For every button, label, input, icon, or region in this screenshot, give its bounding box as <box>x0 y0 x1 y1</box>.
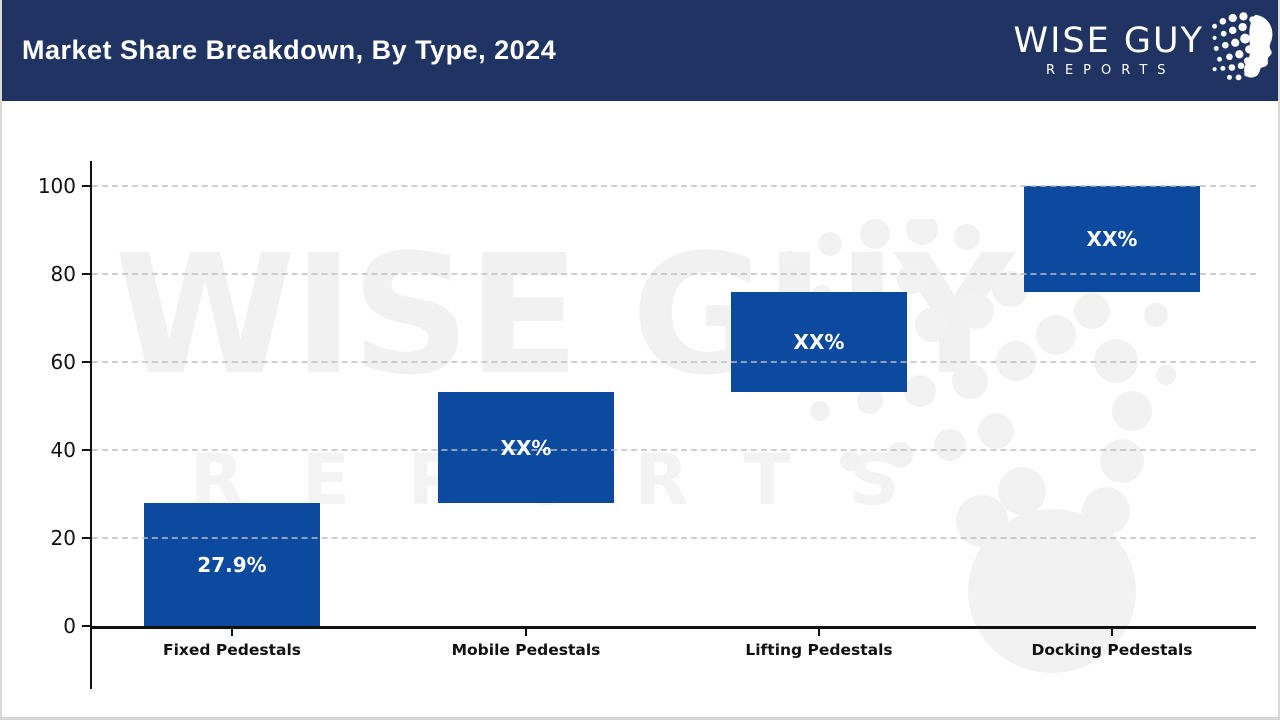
y-tick-label-40: 40 <box>50 438 76 462</box>
x-tick-2 <box>818 629 820 636</box>
wise-guy-logo: WISE GUY REPORTS <box>1013 11 1274 91</box>
y-tick-20 <box>82 537 91 539</box>
y-tick-40 <box>82 449 91 451</box>
gridline-80 <box>92 273 1256 275</box>
y-axis-line <box>90 161 92 689</box>
x-axis-line <box>90 626 1256 629</box>
category-label-3: Docking Pedestals <box>1031 641 1193 659</box>
logo-wordmark: WISE GUY <box>1013 20 1204 61</box>
category-label-2: Lifting Pedestals <box>745 641 893 659</box>
report-title: Market Share Breakdown, By Type, 2024 <box>22 35 557 65</box>
bar-fixed-pedestals <box>144 503 320 626</box>
logo-subtitle: REPORTS <box>1045 62 1176 78</box>
bar-value-label: XX% <box>1086 227 1138 252</box>
y-tick-label-0: 0 <box>63 614 76 638</box>
y-tick-label-80: 80 <box>50 262 76 286</box>
bar-mobile-pedestals <box>438 391 614 504</box>
gridline-100 <box>92 185 1256 187</box>
gridline-60 <box>92 361 1256 363</box>
y-tick-60 <box>82 361 91 363</box>
y-tick-label-100: 100 <box>37 174 76 198</box>
gridline-20 <box>92 537 1256 539</box>
bar-value-label: XX% <box>793 329 845 354</box>
y-tick-0 <box>82 625 91 627</box>
y-tick-80 <box>82 273 91 275</box>
x-tick-0 <box>231 629 233 636</box>
x-tick-1 <box>525 629 527 636</box>
logo-text: WISE GUY REPORTS <box>1013 20 1204 78</box>
gridline-40 <box>92 449 1256 451</box>
header: Market Share Breakdown, By Type, 2024 WI… <box>2 0 1278 101</box>
y-tick-label-20: 20 <box>50 526 76 550</box>
logo-head-icon <box>1212 11 1273 80</box>
bar-lifting-pedestals <box>731 292 907 392</box>
bar-value-label: 27.9% <box>197 552 267 577</box>
y-tick-100 <box>82 185 91 187</box>
category-label-0: Fixed Pedestals <box>162 641 302 659</box>
x-tick-3 <box>1111 629 1113 636</box>
category-label-1: Mobile Pedestals <box>451 641 601 659</box>
bar-value-label: XX% <box>500 435 552 460</box>
y-tick-label-60: 60 <box>50 350 76 374</box>
